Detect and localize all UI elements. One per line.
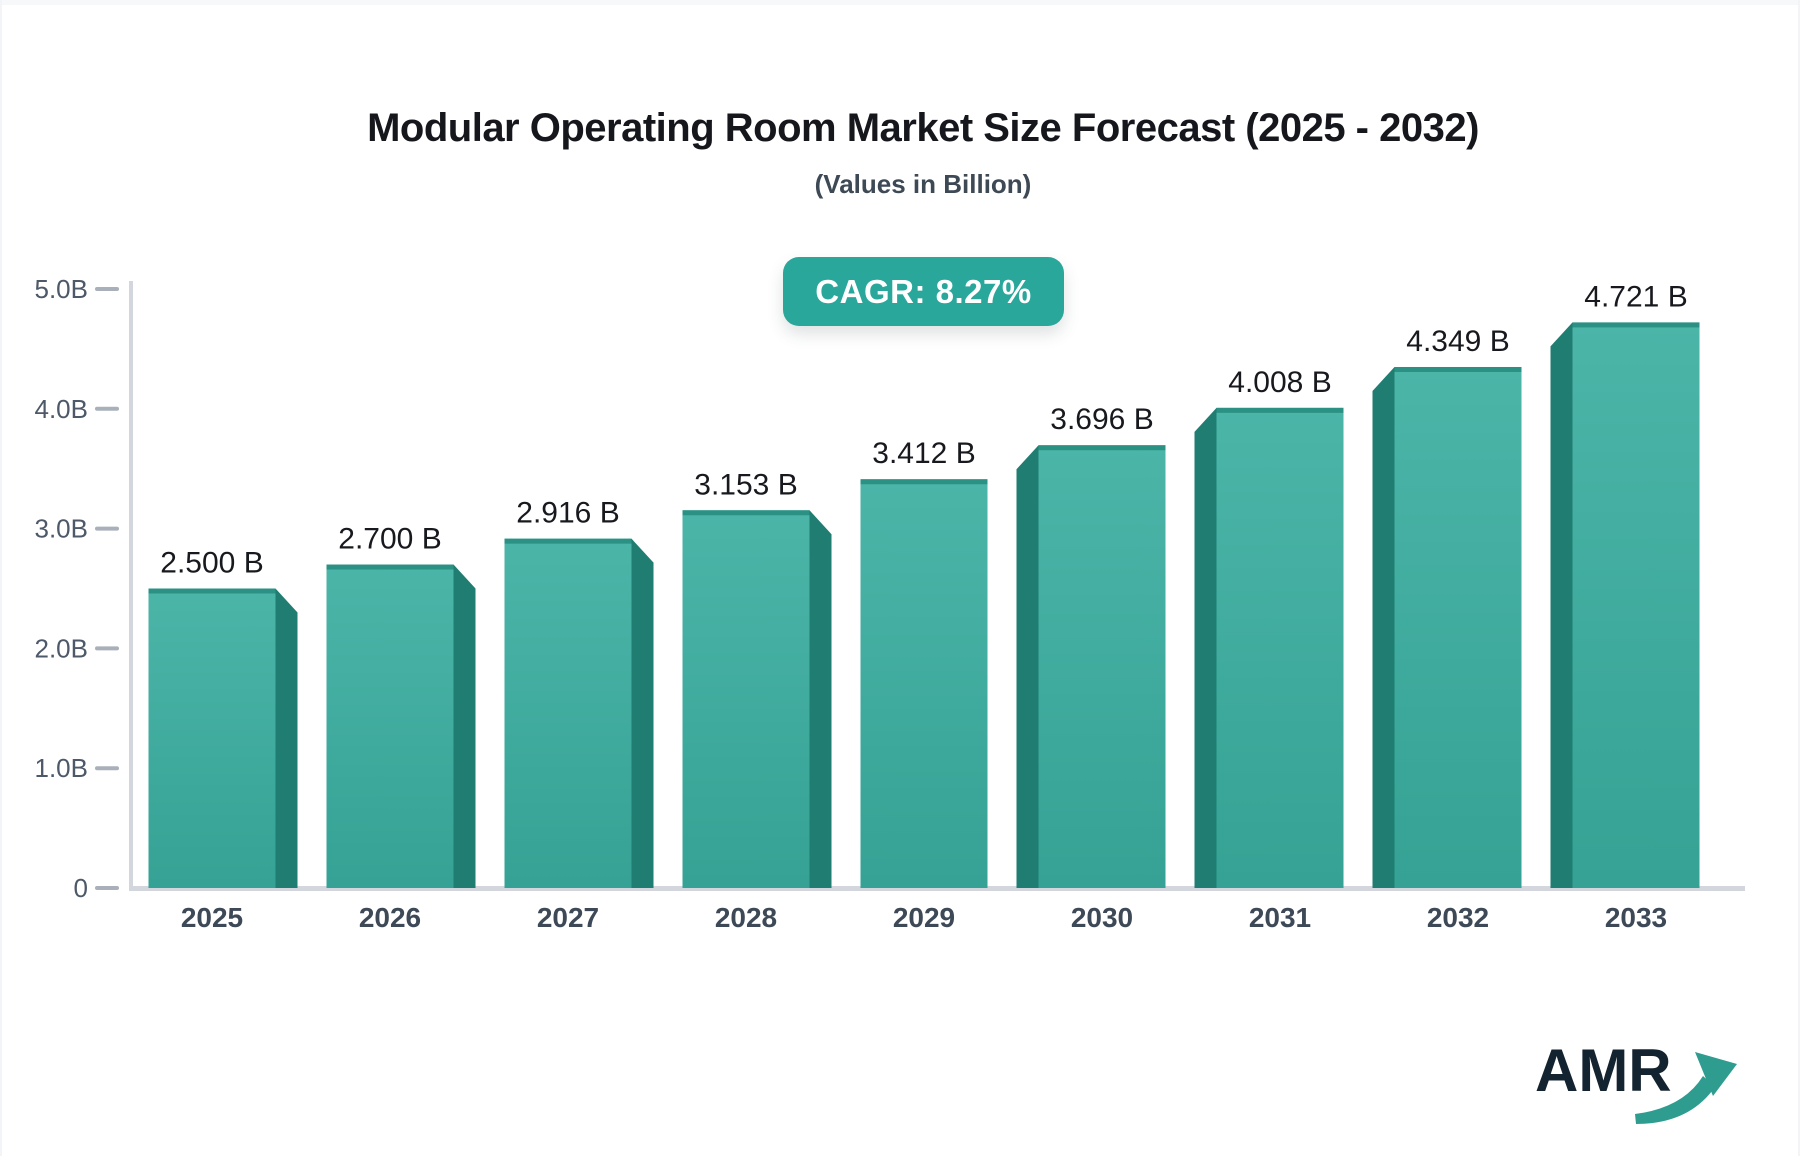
bar-2028[interactable] bbox=[682, 510, 832, 888]
bar-2030[interactable] bbox=[1016, 445, 1166, 888]
y-tick bbox=[95, 766, 119, 771]
bar-side-face bbox=[809, 510, 832, 888]
amr-logo-arrow-icon bbox=[1635, 1052, 1737, 1124]
bar-top-edge bbox=[148, 588, 276, 594]
bar-front-face bbox=[504, 538, 632, 888]
bar-top-edge bbox=[504, 538, 632, 544]
bar-2029[interactable] bbox=[860, 479, 988, 888]
bar-value-label: 3.412 B bbox=[872, 437, 975, 470]
x-axis-line bbox=[129, 886, 1745, 891]
x-axis-label: 2027 bbox=[537, 902, 599, 933]
bar-front-face bbox=[148, 588, 276, 888]
y-tick bbox=[95, 646, 119, 651]
y-tick bbox=[95, 406, 119, 411]
bar-side-face bbox=[453, 564, 476, 888]
x-axis-label: 2032 bbox=[1427, 902, 1489, 933]
bar-2025[interactable] bbox=[148, 588, 298, 889]
bar-front-face bbox=[1572, 322, 1700, 888]
bar-front-face bbox=[682, 510, 810, 888]
x-axis-label: 2031 bbox=[1249, 902, 1311, 933]
bar-top-edge bbox=[326, 564, 454, 570]
y-tick bbox=[95, 287, 119, 291]
bar-top-edge bbox=[1038, 445, 1166, 451]
bar-side-face bbox=[1016, 445, 1039, 888]
bar-value-label: 2.916 B bbox=[516, 497, 619, 530]
bar-value-label: 4.721 B bbox=[1584, 280, 1687, 313]
bar-top-edge bbox=[1394, 366, 1522, 372]
amr-logo-text: AMR bbox=[1535, 1037, 1672, 1104]
bar-2032[interactable] bbox=[1372, 366, 1522, 888]
bar-value-label: 2.700 B bbox=[338, 523, 441, 556]
x-axis-label: 2029 bbox=[893, 902, 955, 933]
bar-front-face bbox=[860, 479, 988, 888]
x-axis-label: 2025 bbox=[181, 902, 243, 933]
x-axis-label: 2033 bbox=[1605, 902, 1667, 933]
bar-front-face bbox=[1394, 366, 1522, 888]
bar-value-label: 2.500 B bbox=[160, 547, 263, 580]
page-top-border bbox=[0, 0, 1800, 5]
page-right-border bbox=[1798, 0, 1800, 1156]
bar-front-face bbox=[1038, 445, 1166, 888]
x-axis-label: 2026 bbox=[359, 902, 421, 933]
x-axis-label: 2028 bbox=[715, 902, 777, 933]
y-axis-label: 3.0B bbox=[35, 514, 89, 544]
bar-side-face bbox=[1550, 322, 1573, 888]
bar-value-label: 3.153 B bbox=[694, 468, 797, 501]
bar-value-label: 4.008 B bbox=[1228, 366, 1331, 399]
bar-side-face bbox=[1194, 407, 1217, 888]
bar-2033[interactable] bbox=[1550, 322, 1700, 888]
bar-2027[interactable] bbox=[504, 538, 654, 888]
y-axis-label: 5.0B bbox=[35, 274, 89, 304]
chart-header: Modular Operating Room Market Size Forec… bbox=[0, 0, 1800, 200]
bar-top-edge bbox=[1216, 407, 1344, 413]
page-left-border bbox=[0, 0, 2, 1156]
y-axis-line bbox=[129, 281, 133, 891]
chart-title: Modular Operating Room Market Size Forec… bbox=[367, 106, 1479, 150]
y-tick bbox=[95, 526, 119, 531]
y-axis-label: 1.0B bbox=[35, 753, 89, 783]
y-axis-label: 4.0B bbox=[35, 394, 89, 424]
y-axis-label: 0 bbox=[74, 873, 88, 903]
cagr-badge: CAGR: 8.27% bbox=[783, 257, 1064, 326]
y-axis-label: 2.0B bbox=[35, 633, 89, 663]
bar-2031[interactable] bbox=[1194, 407, 1344, 888]
bar-front-face bbox=[326, 564, 454, 888]
bar-value-label: 3.696 B bbox=[1050, 403, 1153, 436]
amr-logo: AMR bbox=[1535, 1022, 1755, 1132]
bar-side-face bbox=[275, 588, 298, 888]
y-tick bbox=[95, 886, 119, 890]
bar-front-face bbox=[1216, 407, 1344, 888]
bar-value-label: 4.349 B bbox=[1406, 325, 1509, 358]
bar-side-face bbox=[631, 538, 654, 888]
bar-top-edge bbox=[860, 479, 988, 485]
cagr-badge-label: CAGR: 8.27% bbox=[815, 272, 1032, 310]
chart-subtitle: (Values in Billion) bbox=[814, 169, 1032, 199]
bar-top-edge bbox=[682, 510, 810, 516]
x-axis-label: 2030 bbox=[1071, 902, 1133, 933]
bar-side-face bbox=[1372, 366, 1395, 888]
bar-2026[interactable] bbox=[326, 564, 476, 888]
bar-top-edge bbox=[1572, 322, 1700, 328]
